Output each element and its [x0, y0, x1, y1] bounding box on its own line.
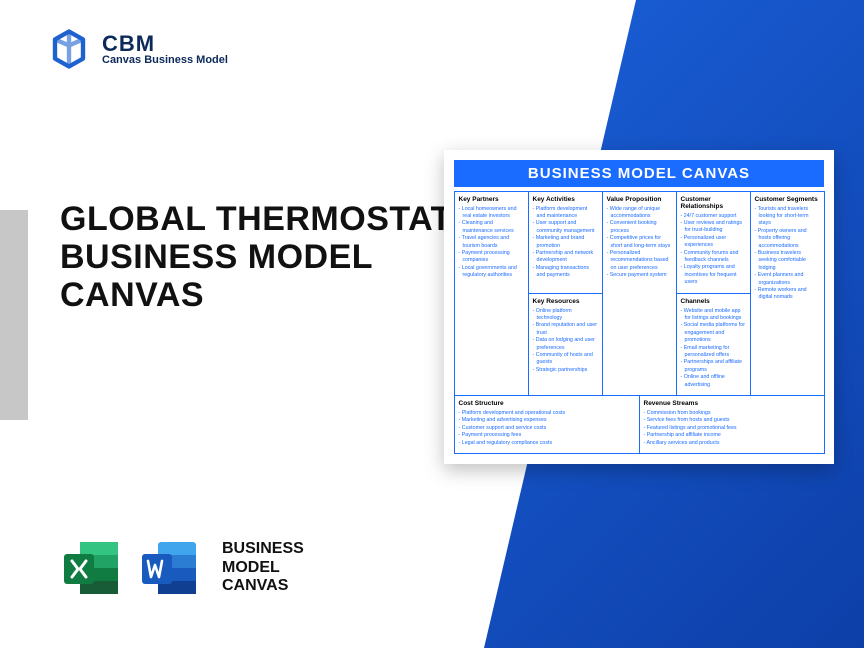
list-item: Data on lodging and user preferences	[533, 337, 598, 352]
list-item: Personalized user experiences	[681, 235, 746, 250]
list-item: Marketing and advertising expenses	[459, 417, 635, 424]
left-gray-tab	[0, 210, 28, 420]
list-item: Competitive prices for short and long-te…	[607, 235, 672, 250]
word-icon	[138, 536, 202, 600]
canvas-bottom-grid: Cost Structure Platform development and …	[454, 396, 824, 454]
list-item: Online and offline advertising	[681, 374, 746, 389]
title-key-partners: Key Partners	[459, 196, 524, 203]
hex-logo-icon	[48, 28, 90, 70]
items-cost-structure: Platform development and operational cos…	[459, 410, 635, 447]
items-channels: Website and mobile app for listings and …	[681, 308, 746, 389]
list-item: Partnership and network development	[533, 250, 598, 265]
items-key-activities: Platform development and maintenanceUser…	[533, 206, 598, 280]
cell-customer-relationships: Customer Relationships 24/7 customer sup…	[676, 191, 751, 294]
list-item: Remote workers and digital nomads	[755, 287, 820, 302]
file-format-row: BUSINESS MODEL CANVAS	[60, 536, 304, 600]
list-item: Loyalty programs and incentives for freq…	[681, 264, 746, 286]
list-item: Event planners and organizations	[755, 272, 820, 287]
list-item: Marketing and brand promotion	[533, 235, 598, 250]
list-item: Strategic partnerships	[533, 367, 598, 374]
list-item: Commission from bookings	[644, 410, 820, 417]
list-item: Featured listings and promotional fees	[644, 425, 820, 432]
list-item: Managing transactions and payments	[533, 265, 598, 280]
list-item: Partnership and affiliate income	[644, 432, 820, 439]
list-item: Ancillary services and products	[644, 440, 820, 447]
canvas-title: BUSINESS MODEL CANVAS	[454, 160, 824, 187]
items-revenue-streams: Commission from bookingsService fees fro…	[644, 410, 820, 447]
list-item: Business travelers seeking comfortable l…	[755, 250, 820, 272]
list-item: Travel agencies and tourism boards	[459, 235, 524, 250]
cell-key-resources: Key Resources Online platform technology…	[528, 293, 603, 396]
list-item: Partnerships and affiliate programs	[681, 359, 746, 374]
items-customer-relationships: 24/7 customer supportUser reviews and ra…	[681, 213, 746, 287]
cell-channels: Channels Website and mobile app for list…	[676, 293, 751, 396]
list-item: Social media platforms for engagement an…	[681, 322, 746, 344]
list-item: Local homeowners and real estate investo…	[459, 206, 524, 221]
items-value-proposition: Wide range of unique accommodationsConve…	[607, 206, 672, 280]
list-item: Payment processing fees	[459, 432, 635, 439]
bmc-label: BUSINESS MODEL CANVAS	[222, 540, 304, 595]
list-item: Payment processing companies	[459, 250, 524, 265]
title-key-activities: Key Activities	[533, 196, 598, 203]
canvas-top-grid: Key Partners Local homeowners and real e…	[454, 191, 824, 396]
page: CBM Canvas Business Model GLOBAL THERMOS…	[0, 0, 864, 648]
cell-cost-structure: Cost Structure Platform development and …	[454, 395, 640, 454]
list-item: Platform development and operational cos…	[459, 410, 635, 417]
list-item: Community of hosts and guests	[533, 352, 598, 367]
list-item: User support and community management	[533, 220, 598, 235]
cell-customer-segments: Customer Segments Tourists and travelers…	[750, 191, 825, 397]
list-item: Personalized recommendations based on us…	[607, 250, 672, 272]
excel-icon	[60, 536, 124, 600]
list-item: Wide range of unique accommodations	[607, 206, 672, 221]
brand-name: CBM	[102, 32, 228, 55]
cell-revenue-streams: Revenue Streams Commission from bookings…	[639, 395, 825, 454]
brand-logo: CBM Canvas Business Model	[48, 28, 228, 70]
list-item: Online platform technology	[533, 308, 598, 323]
list-item: Platform development and maintenance	[533, 206, 598, 221]
list-item: Tourists and travelers looking for short…	[755, 206, 820, 228]
title-customer-segments: Customer Segments	[755, 196, 820, 203]
title-customer-relationships: Customer Relationships	[681, 196, 746, 210]
list-item: User reviews and ratings for trust-build…	[681, 220, 746, 235]
cell-value-proposition: Value Proposition Wide range of unique a…	[602, 191, 677, 397]
title-revenue-streams: Revenue Streams	[644, 400, 820, 407]
list-item: Email marketing for personalized offers	[681, 345, 746, 360]
items-key-partners: Local homeowners and real estate investo…	[459, 206, 524, 280]
list-item: Website and mobile app for listings and …	[681, 308, 746, 323]
list-item: Property owners and hosts offering accom…	[755, 228, 820, 250]
list-item: 24/7 customer support	[681, 213, 746, 220]
title-cost-structure: Cost Structure	[459, 400, 635, 407]
page-title: GLOBAL THERMOSTAT BUSINESS MODEL CANVAS	[60, 200, 460, 314]
list-item: Secure payment system	[607, 272, 672, 279]
list-item: Convenient booking process	[607, 220, 672, 235]
cell-key-activities: Key Activities Platform development and …	[528, 191, 603, 294]
list-item: Customer support and service costs	[459, 425, 635, 432]
list-item: Service fees from hosts and guests	[644, 417, 820, 424]
bmc-canvas-card: BUSINESS MODEL CANVAS Key Partners Local…	[444, 150, 834, 464]
list-item: Cleaning and maintenance services	[459, 220, 524, 235]
title-channels: Channels	[681, 298, 746, 305]
list-item: Brand reputation and user trust	[533, 322, 598, 337]
list-item: Local governments and regulatory authori…	[459, 265, 524, 280]
cell-key-partners: Key Partners Local homeowners and real e…	[454, 191, 529, 397]
list-item: Community forums and feedback channels	[681, 250, 746, 265]
list-item: Legal and regulatory compliance costs	[459, 440, 635, 447]
title-key-resources: Key Resources	[533, 298, 598, 305]
items-customer-segments: Tourists and travelers looking for short…	[755, 206, 820, 302]
title-value-proposition: Value Proposition	[607, 196, 672, 203]
items-key-resources: Online platform technologyBrand reputati…	[533, 308, 598, 375]
brand-subtitle: Canvas Business Model	[102, 55, 228, 67]
